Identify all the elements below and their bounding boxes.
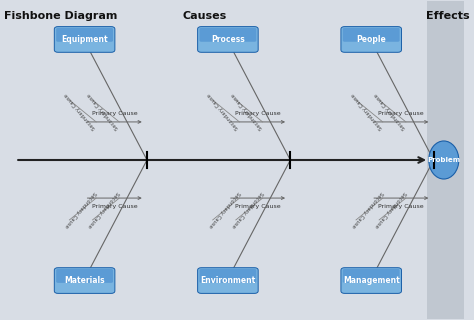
Text: Problem: Problem [427,157,460,163]
Text: Secondary Cause: Secondary Cause [374,92,407,130]
Text: Materials: Materials [64,276,105,285]
FancyBboxPatch shape [56,269,113,283]
Text: Process: Process [211,35,245,44]
Text: Causes: Causes [182,11,227,21]
Text: Primary Cause: Primary Cause [235,111,281,116]
FancyBboxPatch shape [343,269,400,283]
FancyBboxPatch shape [200,28,256,42]
Ellipse shape [429,141,459,179]
FancyBboxPatch shape [427,1,468,319]
Text: Secondary Cause: Secondary Cause [374,190,407,228]
FancyBboxPatch shape [343,28,400,42]
Text: Effects: Effects [426,11,469,21]
Text: Primary Cause: Primary Cause [378,204,424,209]
Text: Primary Cause: Primary Cause [235,204,281,209]
FancyBboxPatch shape [198,27,258,52]
Text: Secondary Cause: Secondary Cause [87,190,120,228]
Text: Equipment: Equipment [61,35,108,44]
Text: Secondary Cause: Secondary Cause [230,92,264,130]
Text: Secondary Cause: Secondary Cause [207,92,240,130]
FancyBboxPatch shape [55,268,115,293]
Text: Primary Cause: Primary Cause [92,204,137,209]
FancyBboxPatch shape [341,27,401,52]
Text: Secondary Cause: Secondary Cause [64,92,97,130]
Text: Secondary Cause: Secondary Cause [230,190,264,228]
Text: People: People [356,35,386,44]
FancyBboxPatch shape [341,268,401,293]
Text: Secondary Cause: Secondary Cause [350,190,384,228]
Text: Management: Management [343,276,400,285]
Text: Secondary Cause: Secondary Cause [350,92,384,130]
Text: Fishbone Diagram: Fishbone Diagram [4,11,117,21]
Text: Primary Cause: Primary Cause [92,111,137,116]
FancyBboxPatch shape [198,268,258,293]
Text: Environment: Environment [201,276,255,285]
FancyBboxPatch shape [56,28,113,42]
FancyBboxPatch shape [55,27,115,52]
Text: Secondary Cause: Secondary Cause [87,92,120,130]
Text: Secondary Cause: Secondary Cause [207,190,240,228]
Text: Primary Cause: Primary Cause [378,111,424,116]
Text: Secondary Cause: Secondary Cause [64,190,97,228]
FancyBboxPatch shape [200,269,256,283]
